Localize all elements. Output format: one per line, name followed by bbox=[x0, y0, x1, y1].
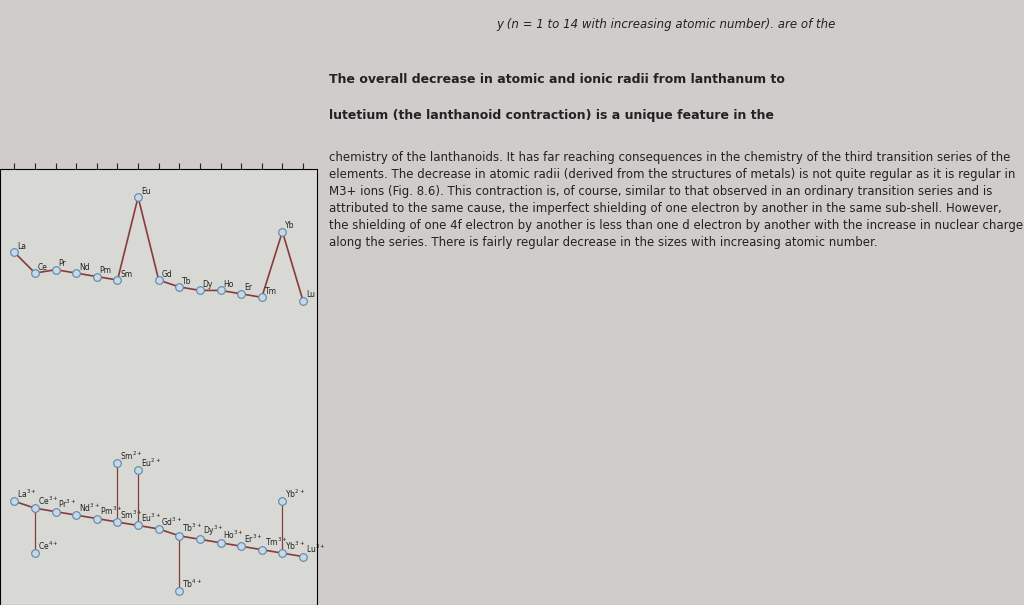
Text: Tm$^{3+}$: Tm$^{3+}$ bbox=[264, 536, 287, 548]
Text: La: La bbox=[17, 242, 27, 251]
Text: Ce: Ce bbox=[38, 263, 48, 272]
Text: chemistry of the lanthanoids. It has far reaching consequences in the chemistry : chemistry of the lanthanoids. It has far… bbox=[329, 151, 1023, 249]
Text: Yb$^{3+}$: Yb$^{3+}$ bbox=[285, 539, 305, 552]
Text: lutetium (the lanthanoid contraction) is a unique feature in the: lutetium (the lanthanoid contraction) is… bbox=[329, 109, 774, 122]
Text: Ho$^{3+}$: Ho$^{3+}$ bbox=[223, 529, 245, 541]
Text: Yb: Yb bbox=[285, 221, 295, 231]
Text: Gd: Gd bbox=[162, 270, 172, 279]
Text: Lu$^{3+}$: Lu$^{3+}$ bbox=[306, 543, 326, 555]
Text: Eu$^{3+}$: Eu$^{3+}$ bbox=[141, 512, 161, 524]
Text: Pm$^{3+}$: Pm$^{3+}$ bbox=[99, 505, 122, 517]
Text: Er: Er bbox=[244, 284, 252, 292]
Text: Pm: Pm bbox=[99, 266, 112, 275]
Text: The overall decrease in atomic and ionic radii from lanthanum to: The overall decrease in atomic and ionic… bbox=[329, 73, 784, 85]
Text: Ce$^{4+}$: Ce$^{4+}$ bbox=[38, 539, 58, 552]
Text: Tb$^{3+}$: Tb$^{3+}$ bbox=[182, 522, 202, 534]
Text: Dy: Dy bbox=[203, 280, 213, 289]
Text: y (n = 1 to 14 with increasing atomic number). are of the: y (n = 1 to 14 with increasing atomic nu… bbox=[496, 18, 836, 31]
Text: Pr: Pr bbox=[58, 260, 67, 268]
Text: Sm$^{2+}$: Sm$^{2+}$ bbox=[120, 450, 143, 462]
Text: Lu: Lu bbox=[306, 290, 314, 299]
Text: Nd: Nd bbox=[79, 263, 90, 272]
Text: Tm: Tm bbox=[264, 287, 276, 296]
Text: Pr$^{3+}$: Pr$^{3+}$ bbox=[58, 498, 77, 510]
Text: Gd$^{3+}$: Gd$^{3+}$ bbox=[162, 515, 182, 528]
Text: Tb: Tb bbox=[182, 276, 191, 286]
Text: Dy$^{3+}$: Dy$^{3+}$ bbox=[203, 523, 223, 538]
Text: La$^{3+}$: La$^{3+}$ bbox=[17, 488, 37, 500]
Text: Ce$^{3+}$: Ce$^{3+}$ bbox=[38, 494, 58, 507]
Text: Eu$^{2+}$: Eu$^{2+}$ bbox=[141, 456, 161, 469]
Text: Yb$^{2+}$: Yb$^{2+}$ bbox=[285, 488, 305, 500]
Text: Nd$^{3+}$: Nd$^{3+}$ bbox=[79, 502, 100, 514]
Text: Tb$^{4+}$: Tb$^{4+}$ bbox=[182, 577, 202, 590]
Text: Sm: Sm bbox=[120, 270, 132, 279]
Text: Ho: Ho bbox=[223, 280, 233, 289]
Text: Er$^{3+}$: Er$^{3+}$ bbox=[244, 532, 262, 545]
Text: Eu: Eu bbox=[141, 187, 151, 195]
Text: Sm$^{3+}$: Sm$^{3+}$ bbox=[120, 508, 143, 521]
